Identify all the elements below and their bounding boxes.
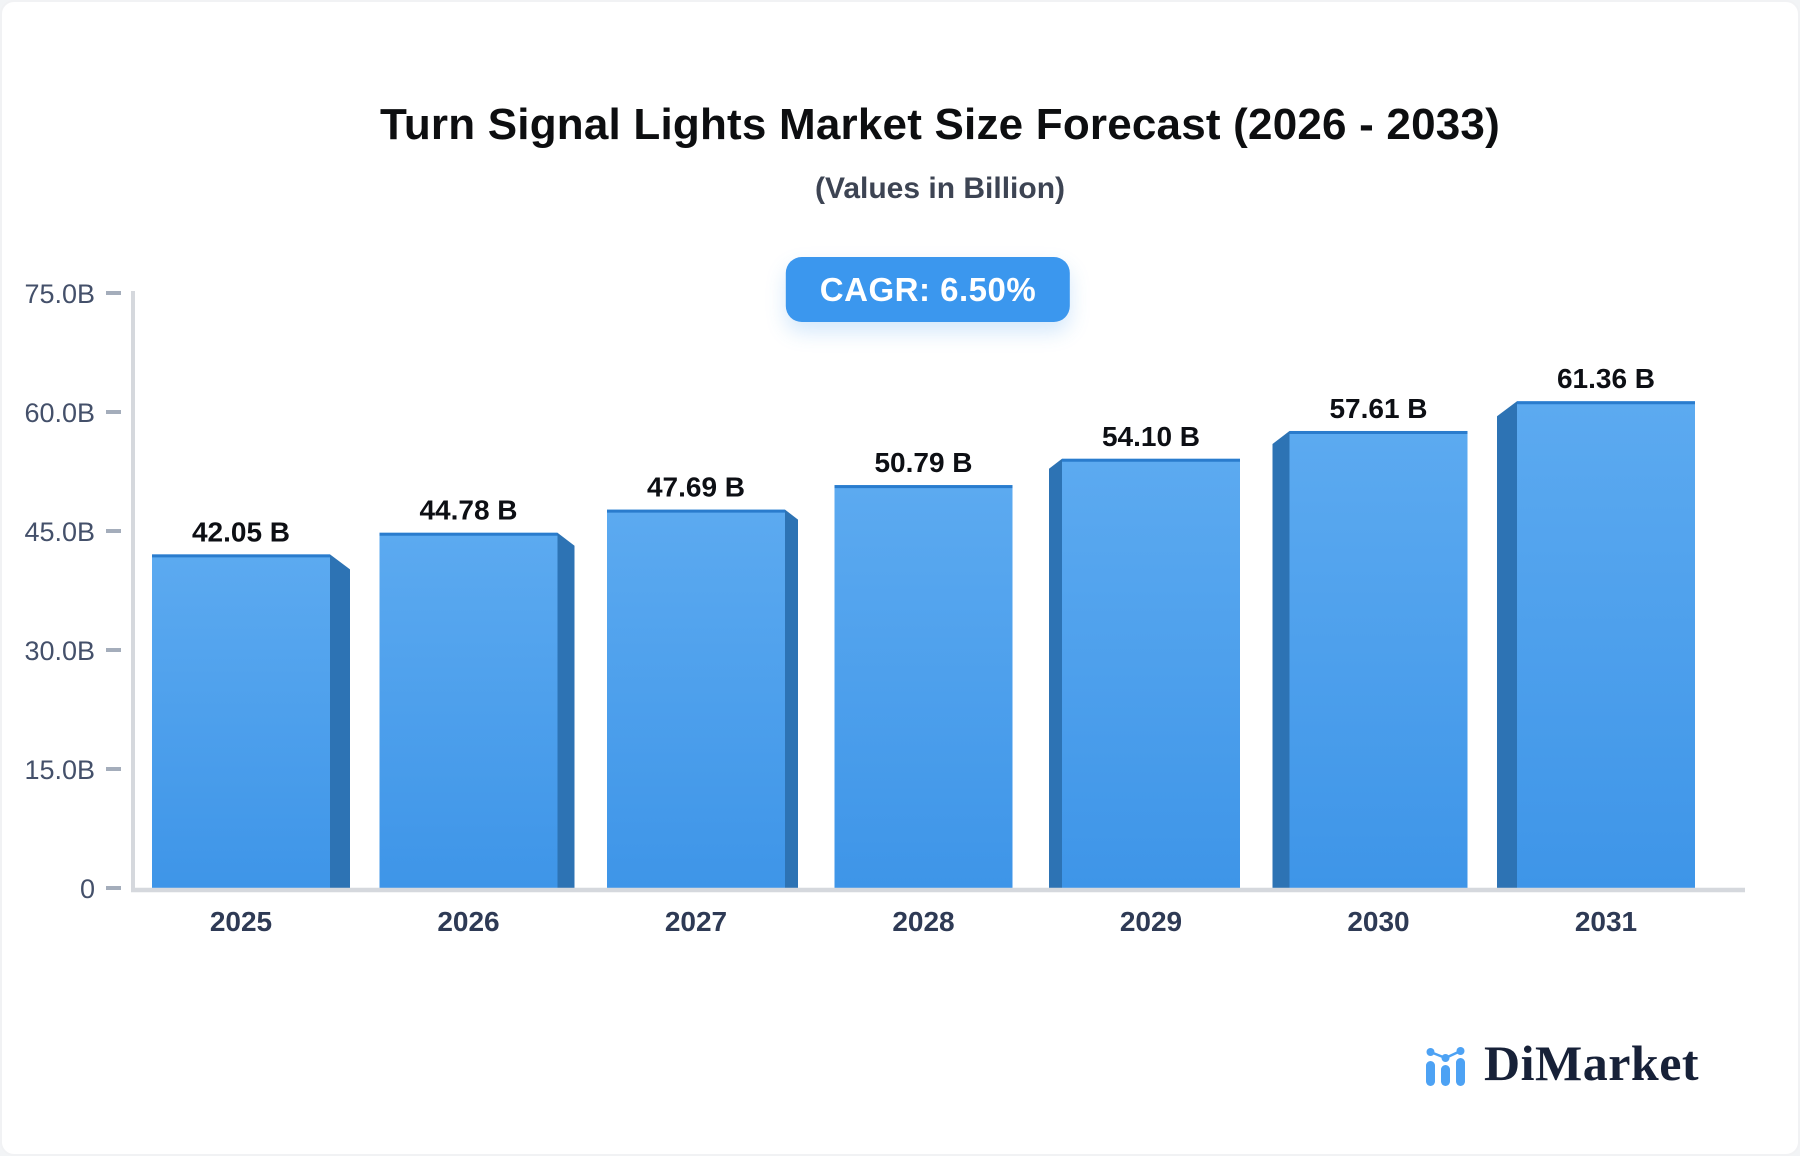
bar-side-2025 xyxy=(330,554,350,888)
logo-bar-2 xyxy=(1441,1065,1450,1086)
logo-dot-1 xyxy=(1426,1048,1435,1056)
bar-value-label-2028: 50.79 B xyxy=(874,447,972,478)
bar-face-2030 xyxy=(1289,430,1468,888)
bar-chart-logo-icon xyxy=(1426,1047,1465,1086)
bar-group-2028: 50.79 B 2028 xyxy=(834,447,1013,937)
x-tick-label-2027: 2027 xyxy=(665,906,727,937)
bar-group-2027: 47.69 B 2027 xyxy=(607,472,798,937)
chart-subtitle: (Values in Billion) xyxy=(814,172,1066,205)
bar-group-2030: 57.61 B 2030 xyxy=(1272,393,1468,937)
dimarket-logo: DiMarket xyxy=(1424,1038,1699,1088)
bar-value-label-2027: 47.69 B xyxy=(647,472,745,503)
bar-value-label-2030: 57.61 B xyxy=(1329,393,1427,424)
bar-side-2031 xyxy=(1497,401,1517,888)
x-tick-label-2028: 2028 xyxy=(892,906,954,937)
logo-bar-3 xyxy=(1456,1058,1465,1086)
logo-dot-3 xyxy=(1456,1047,1465,1055)
bar-face-2031 xyxy=(1517,401,1695,888)
logo-dot-2 xyxy=(1441,1054,1450,1062)
cagr-badge: CAGR: 6.50% xyxy=(785,257,1071,322)
bar-face-2027 xyxy=(607,509,785,888)
bar-side-2027 xyxy=(785,509,798,888)
bar-group-2026: 44.78 B 2026 xyxy=(379,495,575,937)
y-tick-label-15.0B: 15.0B xyxy=(24,755,95,785)
bar-face-2029 xyxy=(1062,458,1240,888)
logo-bar-1 xyxy=(1426,1061,1435,1086)
bar-side-2026 xyxy=(557,532,575,888)
bar-group-2031: 61.36 B 2031 xyxy=(1497,363,1695,937)
x-tick-label-2030: 2030 xyxy=(1347,906,1409,937)
dimarket-logo-text: DiMarket xyxy=(1484,1035,1700,1091)
y-tick-label-60.0B: 60.0B xyxy=(24,398,95,428)
x-tick-label-2029: 2029 xyxy=(1120,906,1182,937)
bar-value-label-2025: 42.05 B xyxy=(192,516,290,547)
x-tick-label-2031: 2031 xyxy=(1575,906,1637,937)
bar-face-2026 xyxy=(379,532,558,888)
y-tick-label-45.0B: 45.0B xyxy=(24,517,95,547)
bar-group-2029: 54.10 B 2029 xyxy=(1049,421,1240,937)
chart-title: Turn Signal Lights Market Size Forecast … xyxy=(380,100,1500,149)
bar-side-2030 xyxy=(1272,430,1290,888)
bar-side-2029 xyxy=(1049,458,1062,888)
x-tick-label-2025: 2025 xyxy=(210,906,272,937)
bar-face-2028 xyxy=(834,485,1013,888)
bar-group-2025: 42.05 B 2025 xyxy=(152,516,350,937)
x-tick-label-2026: 2026 xyxy=(437,906,499,937)
y-tick-label-0: 0 xyxy=(80,874,95,904)
bar-value-label-2031: 61.36 B xyxy=(1557,363,1655,394)
y-tick-label-30.0B: 30.0B xyxy=(24,636,95,666)
y-tick-label-75.0B: 75.0B xyxy=(24,279,95,309)
bar-value-label-2029: 54.10 B xyxy=(1102,421,1200,452)
bar-value-label-2026: 44.78 B xyxy=(419,495,517,526)
bar-face-2025 xyxy=(152,554,330,888)
